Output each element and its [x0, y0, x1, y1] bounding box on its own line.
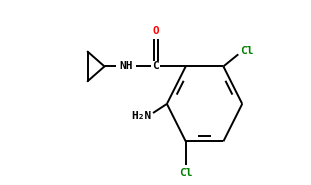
Text: Cl: Cl — [240, 46, 254, 56]
Text: C: C — [153, 61, 159, 71]
Text: O: O — [153, 26, 159, 36]
Text: NH: NH — [119, 61, 133, 71]
Text: Cl: Cl — [179, 168, 193, 178]
Text: H₂N: H₂N — [131, 111, 151, 121]
